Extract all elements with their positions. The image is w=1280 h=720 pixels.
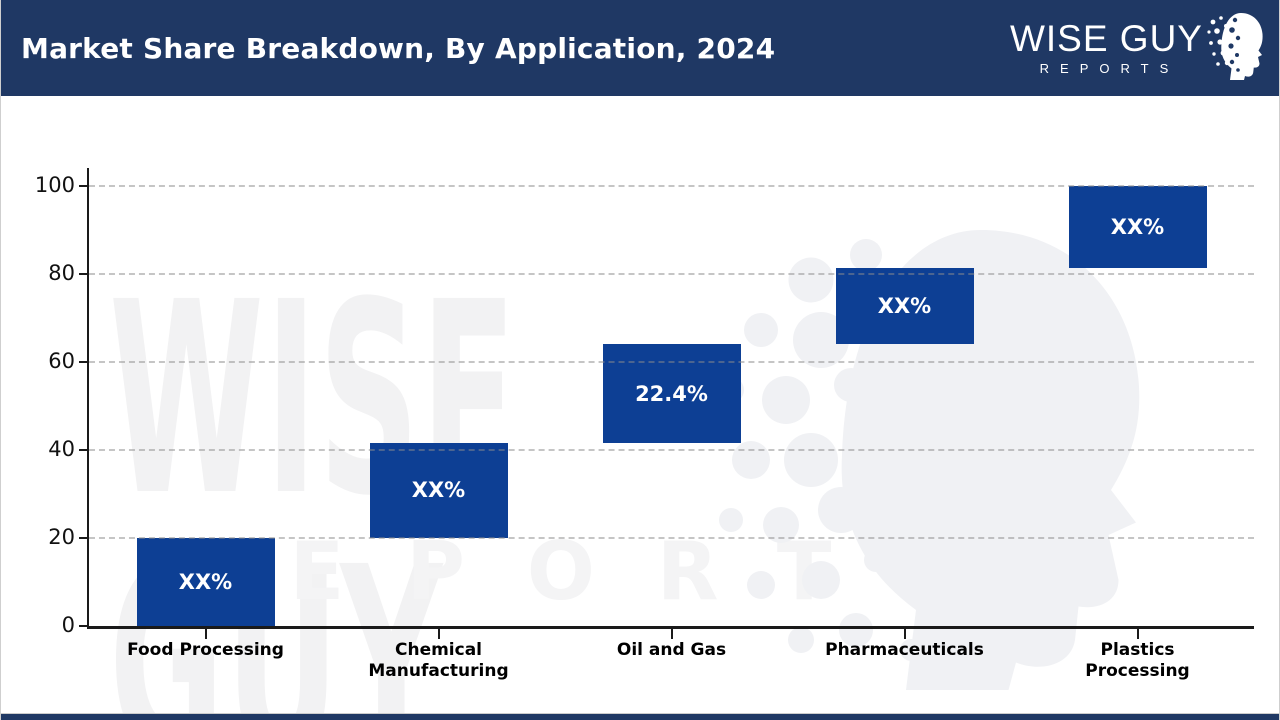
x-tick-mark [1136,629,1139,639]
x-axis-line [87,626,1254,629]
page-title: Market Share Breakdown, By Application, … [21,31,776,65]
x-tick-mark [204,629,207,639]
brand-subname: REPORTS [1039,61,1180,76]
y-tick-mark [79,449,89,451]
y-tick-label: 100 [34,173,75,197]
y-tick-label: 20 [48,525,75,549]
brand-name: WISE GUY [1009,18,1203,59]
x-axis-label: Pharmaceuticals [825,640,984,660]
bar: XX% [136,538,275,626]
y-tick-mark [79,273,89,275]
x-tick-mark [437,629,440,639]
x-axis-label: Food Processing [127,640,284,660]
y-tick-label: 80 [48,261,75,285]
bar-value-label: 22.4% [635,381,708,406]
bar: XX% [1068,186,1207,268]
gridline [89,537,1254,539]
x-axis-label: Plastics Processing [1085,640,1190,681]
y-tick-mark [79,625,89,627]
y-tick-label: 0 [61,613,75,637]
bar-value-label: XX% [178,570,233,594]
x-tick-mark [670,629,673,639]
bar-value-label: XX% [411,478,466,503]
bar: XX% [835,267,974,345]
y-tick-label: 60 [48,349,75,373]
gridline [89,273,1254,275]
watermark-head-icon [718,230,1140,690]
y-tick-mark [79,185,89,187]
y-tick-label: 40 [48,437,75,461]
gridline [89,185,1254,187]
gridline [89,449,1254,451]
x-tick-mark [903,629,906,639]
header: Market Share Breakdown, By Application, … [1,0,1279,96]
bar: XX% [369,442,508,538]
brand-head-icon [1207,13,1263,80]
bar: 22.4% [602,344,741,443]
y-tick-mark [79,537,89,539]
bar-value-label: XX% [1110,214,1165,239]
bar-value-label: XX% [877,294,932,319]
x-axis-label: Chemical Manufacturing [368,640,509,681]
y-tick-mark [79,361,89,363]
footer-bar [1,713,1279,720]
brand-logo: WISE GUY REPORTS [1009,10,1279,86]
x-axis-label: Oil and Gas [616,640,727,660]
y-axis-line [87,168,89,629]
gridline [89,361,1254,363]
